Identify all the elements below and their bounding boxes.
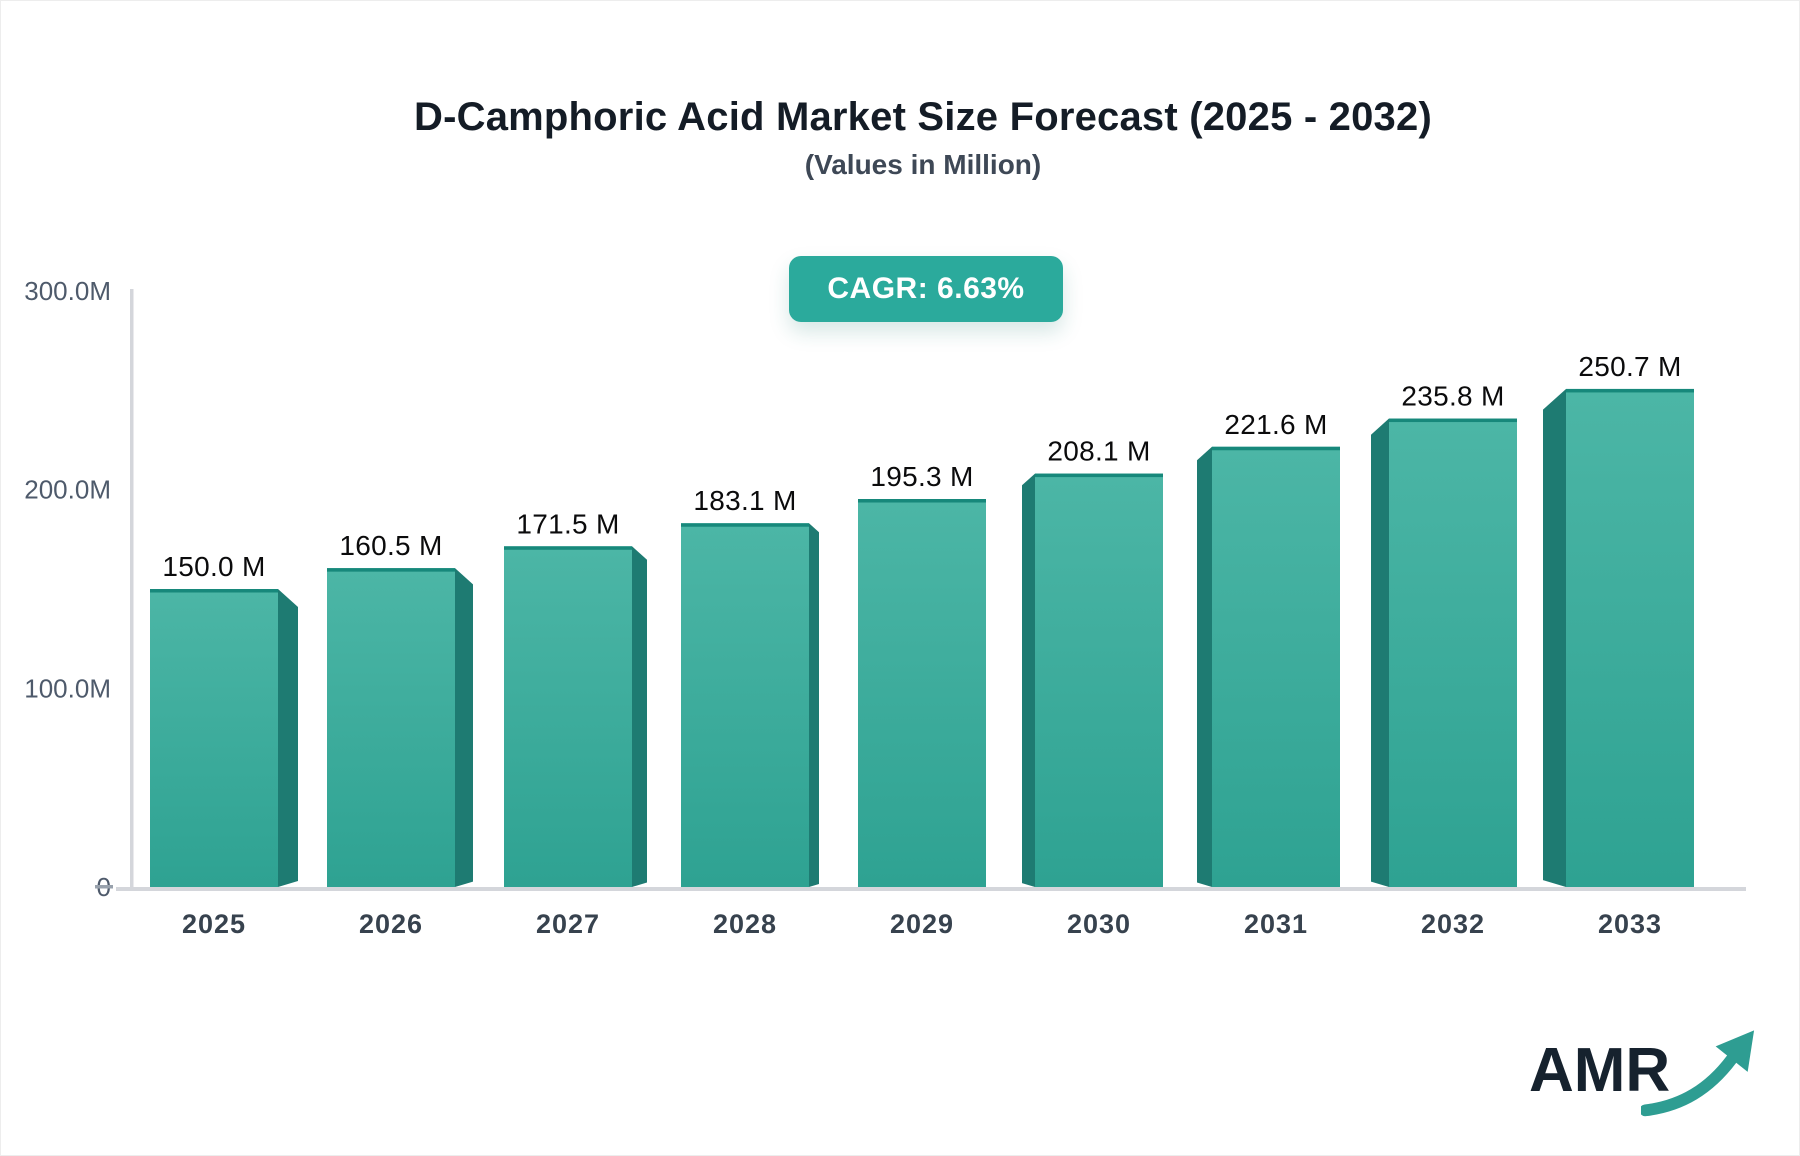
bar-value-label-2031: 221.6 M <box>1224 409 1327 440</box>
bar-top-edge-2033 <box>1566 388 1694 393</box>
bar-2029 <box>858 499 986 887</box>
x-category-label-2026: 2026 <box>359 909 423 939</box>
logo-text: AMR <box>1529 1036 1671 1105</box>
x-category-label-2028: 2028 <box>713 909 777 939</box>
bar-side-2032 <box>1371 418 1389 887</box>
bar-2031 <box>1212 446 1340 887</box>
y-tick-label: 300.0M <box>24 276 111 306</box>
x-category-label-2032: 2032 <box>1421 909 1485 939</box>
x-category-label-2029: 2029 <box>890 909 954 939</box>
cagr-badge: CAGR: 6.63% <box>789 256 1063 322</box>
x-category-label-2031: 2031 <box>1244 909 1308 939</box>
bar-value-label-2028: 183.1 M <box>693 485 796 516</box>
x-category-label-2025: 2025 <box>182 909 246 939</box>
bar-2025 <box>150 589 278 887</box>
bar-value-label-2033: 250.7 M <box>1578 351 1681 382</box>
bar-side-2026 <box>455 568 473 887</box>
amr-logo: AMR <box>1529 1027 1769 1122</box>
bar-value-label-2032: 235.8 M <box>1401 381 1504 412</box>
bar-top-edge-2032 <box>1389 418 1517 423</box>
bar-side-2033 <box>1543 388 1566 887</box>
y-axis-line <box>130 289 134 889</box>
bar-top-edge-2027 <box>504 546 632 550</box>
bar-value-label-2026: 160.5 M <box>339 530 442 561</box>
bar-top-edge-2028 <box>681 523 809 527</box>
cagr-badge-label: CAGR: 6.63% <box>827 272 1025 305</box>
bar-top-edge-2029 <box>858 499 986 503</box>
bar-value-label-2025: 150.0 M <box>162 551 265 582</box>
bar-2030 <box>1035 473 1163 887</box>
bar-side-2028 <box>809 523 819 887</box>
chart-subtitle: (Values in Million) <box>804 149 1042 180</box>
y-tick-label: 100.0M <box>24 673 111 703</box>
zero-tick-mark <box>95 885 113 889</box>
bar-value-label-2027: 171.5 M <box>516 508 619 539</box>
bar-top-edge-2030 <box>1035 473 1163 478</box>
bar-value-label-2029: 195.3 M <box>870 461 973 492</box>
bar-2028 <box>681 523 809 887</box>
x-category-label-2027: 2027 <box>536 909 600 939</box>
bar-2026 <box>327 568 455 887</box>
x-axis-line <box>116 887 1746 891</box>
x-category-label-2030: 2030 <box>1067 909 1131 939</box>
bar-side-2027 <box>632 546 647 887</box>
bar-side-2030 <box>1022 473 1035 887</box>
growth-arrow-icon <box>1641 1030 1755 1117</box>
y-tick-label: 200.0M <box>24 475 111 505</box>
bar-value-label-2030: 208.1 M <box>1047 436 1150 467</box>
bar-side-2031 <box>1197 446 1212 887</box>
chart-title: D-Camphoric Acid Market Size Forecast (2… <box>414 95 1432 139</box>
bar-top-edge-2026 <box>327 568 455 572</box>
bar-side-2025 <box>278 589 298 887</box>
bar-2033 <box>1566 388 1694 887</box>
bar-2027 <box>504 546 632 887</box>
bar-top-edge-2025 <box>150 589 278 593</box>
bar-top-edge-2031 <box>1212 446 1340 451</box>
x-category-label-2033: 2033 <box>1598 909 1662 939</box>
bar-2032 <box>1389 418 1517 887</box>
